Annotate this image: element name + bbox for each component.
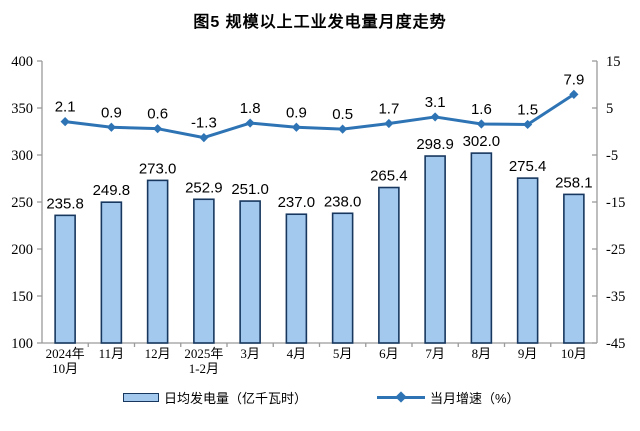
growth-value-label: 0.6 [147, 106, 168, 123]
bar-daily-generation [563, 193, 585, 344]
x-axis-category-label: 12月 [145, 346, 171, 361]
bar-value-label: 273.0 [139, 160, 177, 177]
growth-value-label: 0.9 [101, 104, 122, 121]
x-axis-category-label: 11月 [99, 346, 125, 361]
growth-point-marker [153, 124, 163, 134]
bar-value-label: 251.0 [231, 181, 269, 198]
growth-point-marker [523, 119, 533, 130]
left-axis-tick-label: 400 [11, 54, 33, 70]
bar-daily-generation [516, 177, 539, 344]
bar-daily-generation [239, 200, 261, 344]
right-axis-tick-label: -5 [606, 148, 618, 164]
left-axis-tick-label: 250 [11, 195, 33, 211]
growth-rate-line [63, 92, 576, 140]
bar-value-label: 252.9 [185, 179, 223, 196]
x-axis-category-label: 10月 [52, 361, 78, 376]
right-axis-tick-label: -35 [606, 289, 625, 305]
growth-point-marker [291, 122, 301, 132]
bar-value-label: 235.8 [46, 195, 84, 212]
x-axis-category-label: 2024年 [46, 346, 85, 361]
right-axis-tick-label: 5 [606, 101, 613, 117]
right-axis-tick-label: -15 [606, 195, 625, 211]
growth-value-label: 1.8 [240, 100, 261, 117]
bar-value-label: 302.0 [463, 133, 501, 150]
growth-value-label: 1.5 [517, 101, 538, 118]
legend-item-daily-generation: 日均发电量（亿千瓦时） [123, 388, 307, 406]
left-axis-tick-label: 300 [11, 148, 33, 164]
bar-daily-generation [100, 201, 123, 344]
growth-value-label: -1.3 [191, 115, 217, 132]
right-axis-tick-label: -25 [606, 242, 625, 258]
bar-value-label: 258.1 [555, 174, 593, 191]
chart-title: 图5 规模以上工业发电量月度走势 [193, 14, 447, 31]
bar-daily-generation [193, 198, 215, 344]
bar-daily-generation [470, 152, 493, 344]
x-axis-category-label: 5月 [333, 346, 353, 361]
bar-daily-generation [285, 213, 308, 344]
growth-point-marker [384, 118, 394, 129]
legend-label-daily-generation: 日均发电量（亿千瓦时） [164, 390, 308, 406]
growth-point-marker [245, 118, 255, 128]
x-axis-category-label: 6月 [379, 346, 399, 361]
growth-point-marker [199, 133, 209, 143]
x-axis-category-label: 2025年 [184, 346, 223, 361]
bar-daily-generation [331, 212, 354, 344]
growth-point-marker [60, 117, 70, 127]
bar-legend-swatch [123, 392, 159, 402]
bar-daily-generation [54, 214, 76, 344]
left-axis-tick-label: 350 [11, 101, 33, 117]
diamond-marker-icon [395, 391, 407, 403]
bar-value-label: 238.0 [324, 193, 362, 210]
bar-daily-generation [146, 179, 169, 344]
line-legend-swatch [377, 391, 425, 403]
x-axis-category-label: 1-2月 [189, 361, 219, 376]
bar-value-label: 275.4 [509, 158, 547, 175]
bar-value-label: 249.8 [93, 182, 131, 199]
right-axis-tick-label: 15 [606, 54, 621, 70]
x-axis-category-label: 3月 [240, 346, 260, 361]
left-axis-tick-label: 200 [11, 242, 33, 258]
legend-label-growth-rate: 当月增速（%） [430, 390, 520, 406]
bar-value-label: 265.4 [370, 168, 408, 185]
legend-item-growth-rate: 当月增速（%） [377, 388, 520, 406]
bar-daily-generation [378, 186, 400, 344]
x-axis-category-label: 9月 [518, 346, 538, 361]
growth-value-label: 0.5 [332, 106, 353, 123]
bar-value-label: 237.0 [278, 194, 316, 211]
x-axis-category-label: 8月 [472, 346, 492, 361]
bar-value-label: 298.9 [416, 136, 454, 153]
growth-point-marker [106, 122, 116, 132]
growth-point-marker [430, 112, 440, 122]
growth-value-label: 7.9 [563, 71, 584, 88]
growth-value-label: 3.1 [425, 94, 446, 111]
growth-value-label: 1.6 [471, 101, 492, 118]
growth-value-label: 2.1 [55, 99, 76, 116]
growth-value-label: 1.7 [378, 101, 399, 118]
growth-point-marker [476, 119, 486, 129]
left-axis-tick-label: 100 [11, 336, 33, 352]
left-axis-tick-label: 150 [11, 289, 33, 305]
bar-daily-generation [424, 155, 446, 344]
growth-value-label: 0.9 [286, 104, 307, 121]
x-axis-category-label: 4月 [287, 346, 307, 361]
x-axis-category-label: 7月 [425, 346, 445, 361]
right-axis-tick-label: -45 [606, 336, 625, 352]
growth-point-marker [569, 89, 579, 99]
growth-point-marker [338, 124, 348, 134]
x-axis-category-label: 10月 [561, 346, 587, 361]
